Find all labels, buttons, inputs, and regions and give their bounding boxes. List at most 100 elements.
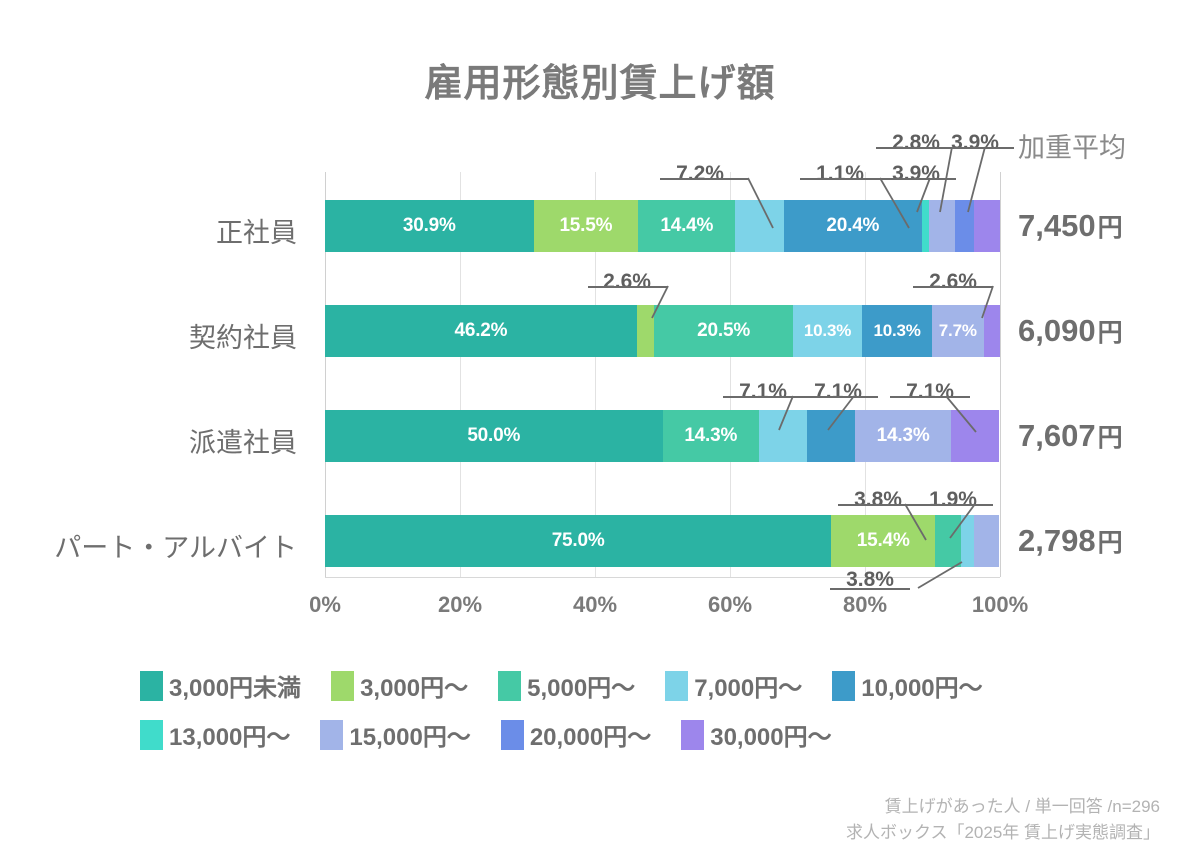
legend-label: 5,000円～	[527, 675, 636, 702]
callout-underline	[800, 178, 880, 180]
segment-value-label: 50.0%	[467, 425, 521, 446]
legend-item[interactable]: 10,000円～	[832, 668, 983, 703]
stacked-bar: 50.0% 14.3% 14.3%	[325, 410, 1000, 462]
gridline-80	[865, 172, 866, 577]
callout-leader-line	[904, 503, 927, 541]
bar-segment[interactable]	[983, 305, 1000, 357]
callout-value-label: 2.6%	[603, 270, 651, 293]
weighted-average-number: 7,450	[1018, 208, 1096, 243]
bar-row: 75.0% 15.4%	[325, 515, 1000, 567]
legend-label: 3,000円～	[360, 675, 469, 702]
gridline-60	[730, 172, 731, 577]
legend-label: 10,000円～	[861, 675, 983, 702]
stacked-bar: 46.2% 20.5% 10.3% 10.3% 7.7%	[325, 305, 1000, 357]
bar-segment[interactable]: 20.5%	[654, 305, 793, 357]
bar-row: 46.2% 20.5% 10.3% 10.3% 7.7%	[325, 305, 1000, 357]
x-axis-tick-label: 100%	[971, 592, 1029, 617]
x-axis-tick-label: 60%	[707, 592, 753, 617]
bar-segment[interactable]: 15.5%	[533, 200, 639, 252]
bar-segment[interactable]	[735, 200, 784, 252]
bar-segment[interactable]: 75.0%	[325, 515, 832, 567]
callout-leader-line	[939, 146, 953, 213]
segment-value-label: 7.7%	[938, 321, 977, 340]
bar-segment[interactable]	[960, 515, 974, 567]
callout-underline	[660, 178, 748, 180]
legend-item[interactable]: 15,000円～	[320, 717, 471, 752]
weighted-average-number: 6,090	[1018, 313, 1096, 348]
bar-segment[interactable]: 14.3%	[854, 410, 952, 462]
weighted-average-number: 7,607	[1018, 418, 1096, 453]
legend-row-2: 13,000円～ 15,000円～ 20,000円～ 30,000円～	[140, 717, 1140, 752]
bar-segment[interactable]	[806, 410, 855, 462]
legend-label: 30,000円～	[710, 724, 832, 751]
segment-value-label: 10.3%	[873, 321, 921, 340]
bar-segment[interactable]	[921, 200, 930, 252]
bar-segment[interactable]: 50.0%	[325, 410, 663, 462]
callout-value-label: 3.8%	[854, 488, 902, 511]
bar-segment[interactable]	[951, 410, 1000, 462]
legend-item[interactable]: 30,000円～	[681, 717, 832, 752]
callout-leader-line	[827, 395, 855, 431]
bar-segment[interactable]: 46.2%	[325, 305, 637, 357]
segment-value-label: 15.5%	[559, 215, 613, 236]
callout-underline	[913, 286, 993, 288]
bar-segment[interactable]: 14.4%	[638, 200, 736, 252]
bar-segment[interactable]	[973, 515, 1000, 567]
callout-underline	[830, 588, 910, 590]
legend-swatch-icon	[665, 670, 689, 701]
legend-swatch-icon	[140, 719, 163, 750]
callout-underline	[890, 396, 970, 398]
bar-row: 50.0% 14.3% 14.3%	[325, 410, 1000, 462]
callout-value-label: 2.6%	[929, 270, 977, 293]
legend-item[interactable]: 3,000円～	[331, 668, 468, 703]
legend-item[interactable]: 20,000円～	[500, 717, 652, 752]
legend-swatch-icon	[320, 719, 344, 750]
currency-unit: 円	[1097, 319, 1123, 347]
bar-segment[interactable]: 10.3%	[792, 305, 863, 357]
legend-label: 20,000円～	[529, 724, 652, 751]
legend-item[interactable]: 5,000円～	[498, 668, 635, 703]
segment-value-label: 14.4%	[660, 215, 714, 236]
weighted-average-number: 2,798	[1018, 523, 1096, 558]
bar-segment[interactable]	[935, 515, 961, 567]
legend-swatch-icon	[832, 670, 856, 701]
gridline-100	[1000, 172, 1001, 577]
callout-leader-line	[949, 503, 976, 539]
segment-value-label: 75.0%	[551, 530, 605, 551]
footer-source: 求人ボックス「2025年 賃上げ実態調査」	[845, 823, 1160, 842]
bar-segment[interactable]: 7.7%	[931, 305, 984, 357]
callout-value-label: 1.1%	[816, 162, 864, 185]
callout-underline	[876, 178, 956, 180]
bar-segment[interactable]: 30.9%	[325, 200, 534, 252]
legend-label: 7,000円～	[694, 675, 803, 702]
weighted-average-header: 加重平均	[1018, 133, 1126, 163]
segment-value-label: 14.3%	[684, 425, 738, 446]
legend-swatch-icon	[140, 670, 163, 701]
currency-unit: 円	[1097, 529, 1123, 557]
bar-segment[interactable]: 15.4%	[831, 515, 936, 567]
callout-value-label: 7.2%	[676, 162, 724, 185]
legend-item[interactable]: 3,000円未満	[140, 668, 301, 703]
legend-item[interactable]: 13,000円～	[140, 717, 290, 752]
stacked-bar: 75.0% 15.4%	[325, 515, 1000, 567]
legend: 3,000円未満 3,000円～ 5,000円～ 7,000円～ 10,000円～ 13…	[140, 668, 1140, 766]
bar-segment[interactable]	[929, 200, 956, 252]
bar-segment[interactable]: 14.3%	[662, 410, 760, 462]
callout-underline	[913, 504, 993, 506]
callout-underline	[838, 504, 918, 506]
callout-value-label: 3.8%	[846, 568, 894, 591]
bar-segment[interactable]	[955, 200, 975, 252]
weighted-average-value: 7,450円	[1018, 208, 1188, 244]
bar-segment[interactable]: 10.3%	[862, 305, 932, 357]
legend-label: 3,000円未満	[169, 675, 302, 702]
callout-leader-line	[945, 395, 977, 433]
legend-item[interactable]: 7,000円～	[665, 668, 802, 703]
bar-segment[interactable]	[974, 200, 1000, 252]
callout-leader-line	[651, 285, 669, 319]
currency-unit: 円	[1097, 214, 1123, 242]
footer-note: 賃上げがあった人 / 単一回答 /n=296	[884, 797, 1160, 816]
bar-row: 30.9% 15.5% 14.4% 20.4%	[325, 200, 1000, 252]
bar-segment[interactable]: 20.4%	[783, 200, 922, 252]
bar-segment[interactable]	[636, 305, 655, 357]
